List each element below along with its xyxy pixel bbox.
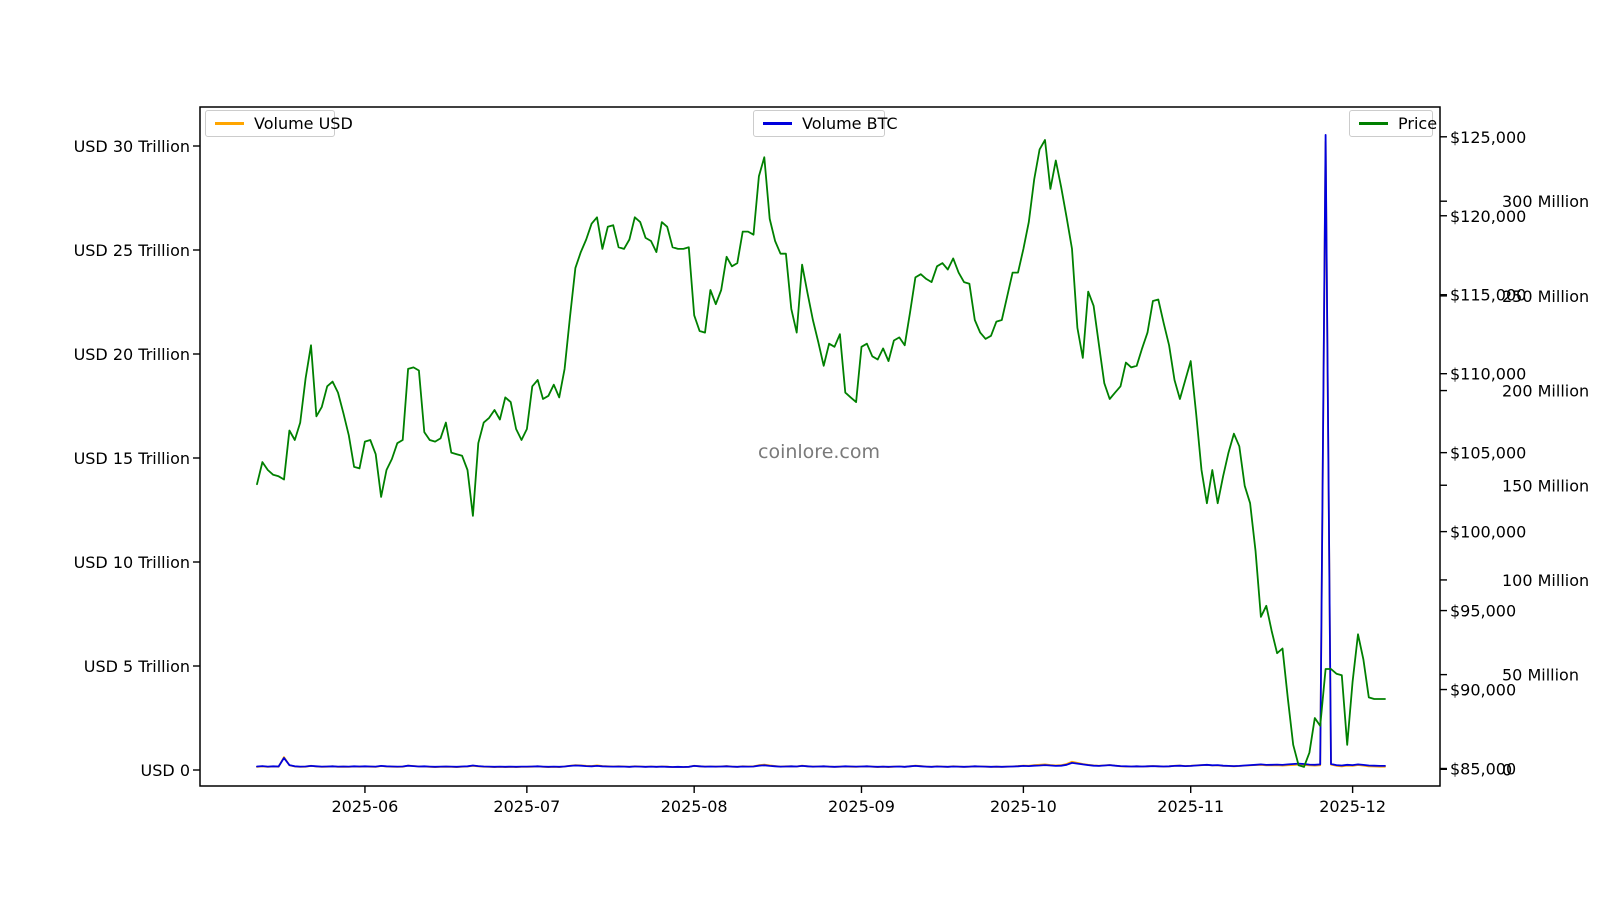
right-price-axis-tick-label: $100,000 [1450,523,1526,542]
x-axis-tick-label: 2025-12 [1319,797,1386,816]
x-axis-tick-label: 2025-06 [332,797,399,816]
volume-usd-line-swatch [215,122,244,125]
plot-frame [199,106,1441,787]
x-axis-tick-label: 2025-07 [493,797,560,816]
right-price-axis-tick-label: $95,000 [1450,602,1516,621]
right-price-axis-tick-label: $120,000 [1450,207,1526,226]
x-axis-tick-label: 2025-08 [661,797,728,816]
right-btc-axis-tick-label: 250 Million [1502,287,1589,306]
price-line [256,139,1386,768]
legend-volume-usd-label: Volume USD [254,114,353,133]
volume-btc-line [256,133,1386,768]
right-btc-axis-tick-label: 200 Million [1502,382,1589,401]
watermark: coinlore.com [758,441,880,463]
left-axis-tick-label: USD 0 [141,761,190,780]
right-price-axis-tick-label: $90,000 [1450,681,1516,700]
right-btc-axis-tick-label: 150 Million [1502,476,1589,495]
right-price-axis-tick-label: $105,000 [1450,444,1526,463]
volume-btc-line-swatch [763,122,792,125]
left-axis-tick-label: USD 20 Trillion [74,345,190,364]
legend-volume-btc: Volume BTC [753,110,898,137]
right-btc-axis-tick-label: 100 Million [1502,571,1589,590]
right-btc-axis-tick-label: 0 [1502,760,1512,779]
legend-volume-btc-label: Volume BTC [802,114,898,133]
price-line-swatch [1359,122,1388,125]
left-axis-tick-label: USD 15 Trillion [74,449,190,468]
x-axis-tick-label: 2025-10 [990,797,1057,816]
left-axis-tick-label: USD 5 Trillion [84,657,190,676]
right-price-axis-tick-label: $110,000 [1450,365,1526,384]
right-price-axis-tick-label: $85,000 [1450,760,1516,779]
left-axis-tick-label: USD 10 Trillion [74,553,190,572]
left-axis-tick-label: USD 30 Trillion [74,137,190,156]
right-btc-axis-tick-label: 300 Million [1502,192,1589,211]
legend-price: Price [1349,110,1437,137]
legend-price-label: Price [1398,114,1438,133]
right-price-axis-tick-label: $125,000 [1450,128,1526,147]
right-btc-axis-tick-label: 50 Million [1502,666,1579,685]
left-axis-tick-label: USD 25 Trillion [74,241,190,260]
legend-volume-usd: Volume USD [205,110,353,137]
right-price-axis-tick-label: $115,000 [1450,286,1526,305]
x-axis-tick-label: 2025-11 [1157,797,1224,816]
x-axis-tick-label: 2025-09 [828,797,895,816]
